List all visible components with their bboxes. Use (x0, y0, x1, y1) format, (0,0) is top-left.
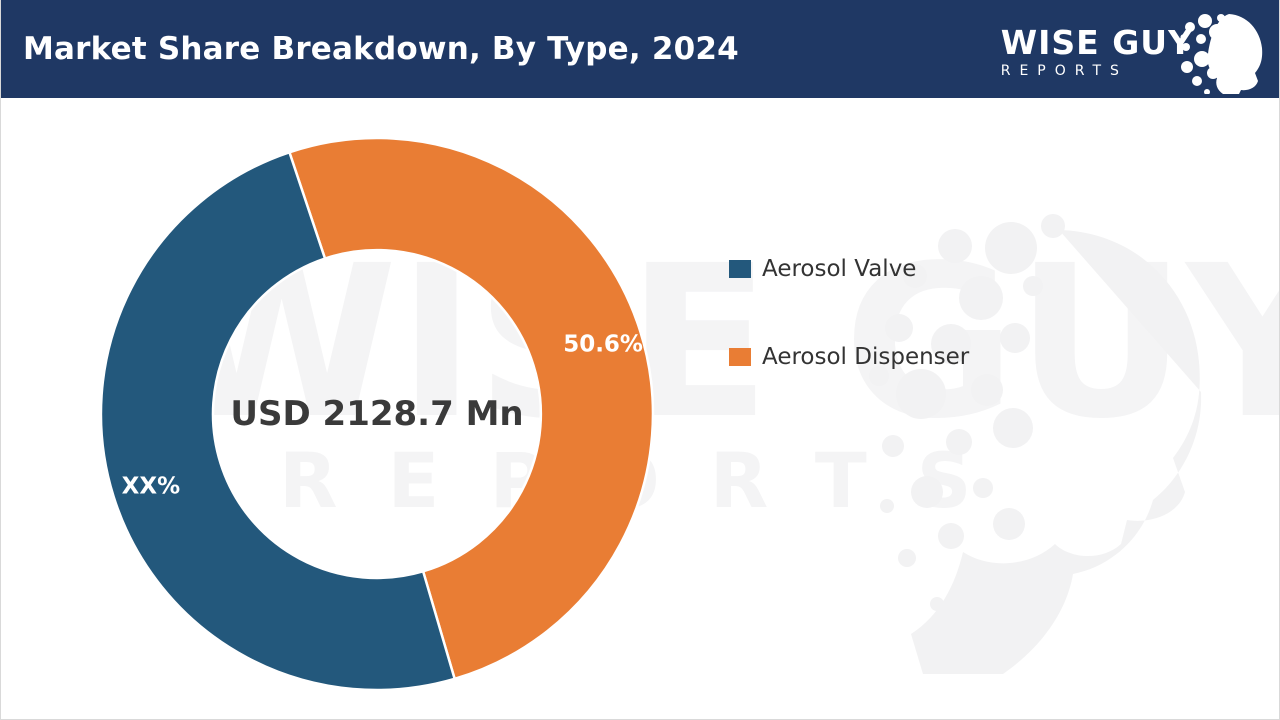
pie-slice-aerosol-dispenser (288, 136, 655, 681)
legend-swatch-aerosol-dispenser (729, 348, 751, 366)
wiseguy-logo: WISE GUY REPORTS (1001, 10, 1265, 94)
wiseguy-logo-face-icon (1180, 14, 1263, 94)
watermark-text-line1: WISE GUY (166, 220, 1280, 465)
page-title: Market Share Breakdown, By Type, 2024 (23, 31, 739, 67)
logo-wordmark: WISE GUY REPORTS (1000, 23, 1193, 79)
logo-subtitle-text: REPORTS (1000, 62, 1128, 79)
donut-chart: 50.6% XX% (99, 136, 655, 692)
chart-area: WISE GUY REPORTS 50.6% XX% USD 2128.7 Mn (1, 98, 1280, 719)
legend-label-aerosol-dispenser: Aerosol Dispenser (762, 344, 970, 370)
slice-label-aerosol-valve: XX% (122, 473, 181, 499)
wiseguy-watermark-face-icon (869, 214, 1202, 674)
legend-swatch-aerosol-valve (729, 260, 751, 278)
slice-label-aerosol-dispenser: 50.6% (563, 331, 643, 357)
legend-item-aerosol-valve: Aerosol Valve (729, 256, 969, 282)
donut-center-value: USD 2128.7 Mn (230, 394, 524, 434)
pie-slice-aerosol-valve (99, 151, 456, 692)
logo-title-text: WISE GUY (1000, 23, 1193, 63)
chart-legend: Aerosol Valve Aerosol Dispenser (729, 256, 969, 432)
header-bar: Market Share Breakdown, By Type, 2024 WI… (1, 0, 1279, 98)
legend-item-aerosol-dispenser: Aerosol Dispenser (729, 344, 969, 370)
legend-label-aerosol-valve: Aerosol Valve (762, 256, 917, 282)
